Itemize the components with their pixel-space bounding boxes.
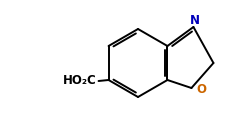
Text: HO₂C: HO₂C [63,75,97,87]
Text: O: O [196,83,206,95]
Text: N: N [189,14,199,27]
